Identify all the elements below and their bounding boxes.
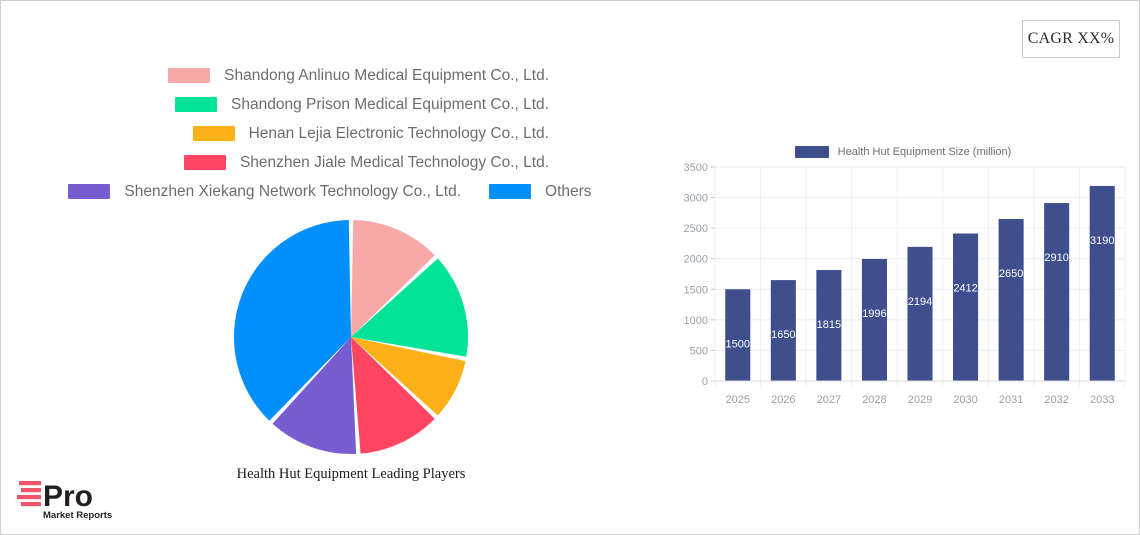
x-axis-tick-label: 2029: [908, 394, 932, 406]
logo-name-text: Pro: [43, 480, 93, 513]
bar[interactable]: [998, 218, 1024, 381]
legend-swatch-icon: [794, 146, 829, 158]
legend-item[interactable]: Shenzhen Jiale Medical Technology Co., L…: [1, 148, 641, 177]
bar[interactable]: [816, 270, 842, 381]
legend-item-label: Shenzhen Xiekang Network Technology Co.,…: [124, 182, 462, 200]
bar[interactable]: [770, 280, 796, 381]
bar[interactable]: [1089, 185, 1115, 381]
x-axis-tick-label: 2031: [999, 394, 1023, 406]
bar-y-axis-ticks: 0 500 1000 1500 2000 2500 3000 3500: [684, 162, 715, 388]
bar-value-label: 2650: [999, 268, 1023, 280]
y-axis-tick-label: 3500: [684, 162, 708, 174]
bar[interactable]: [1044, 203, 1070, 381]
brand-logo: Pro Market Reports: [17, 475, 113, 523]
bar-legend-label: Health Hut Equipment Size (million): [837, 146, 1012, 158]
x-axis-tick-label: 2025: [726, 394, 750, 406]
bar-x-axis-ticks: 2025 2026 2027 2028 2029 2030 2031 2032 2033: [726, 394, 1115, 406]
bar[interactable]: [725, 289, 751, 381]
pie-slice[interactable]: [351, 337, 435, 454]
legend-swatch-icon: [183, 155, 226, 170]
legend-swatch-icon: [175, 97, 218, 112]
legend-item[interactable]: Shandong Anlinuo Medical Equipment Co., …: [1, 61, 641, 90]
y-axis-tick-label: 1000: [684, 315, 708, 327]
x-axis-tick-label: 2028: [862, 394, 886, 406]
pie-svg: [233, 220, 469, 455]
pie-slice[interactable]: [351, 220, 435, 337]
legend-swatch-icon: [489, 184, 532, 199]
bar-value-label: 1650: [771, 329, 795, 341]
y-axis-tick-label: 500: [690, 345, 708, 357]
legend-swatch-icon: [192, 126, 235, 141]
legend-item-label: Henan Lejia Electronic Technology Co., L…: [248, 124, 549, 142]
pie-chart-graphic[interactable]: [233, 219, 469, 455]
legend-item[interactable]: Shandong Prison Medical Equipment Co., L…: [1, 90, 641, 119]
bar[interactable]: [861, 258, 887, 381]
logo-tagline-text: Market Reports: [43, 510, 112, 521]
bar-series-group: 1500 1650 1815 1996 2194 2412 2650 2910 3190: [715, 185, 1125, 382]
pie-chart-title: Health Hut Equipment Leading Players: [236, 466, 466, 482]
legend-item-label: Others: [545, 182, 592, 200]
bar-value-label: 1815: [817, 319, 841, 331]
legend-swatch-icon: [68, 184, 111, 199]
y-axis-tick-label: 1500: [684, 284, 708, 296]
bar-chart-panel: Health Hut Equipment Size (million) 0 500…: [677, 141, 1129, 413]
y-axis-tick-label: 2000: [684, 254, 708, 266]
bar-value-label: 2412: [953, 283, 977, 295]
legend-swatch-icon: [168, 68, 211, 83]
legend-item-label: Shandong Prison Medical Equipment Co., L…: [231, 95, 549, 113]
pie-slice[interactable]: [272, 337, 357, 455]
cagr-badge-label: CAGR XX%: [1027, 30, 1115, 47]
y-axis-tick-label: 2500: [684, 223, 708, 235]
x-axis-tick-label: 2027: [817, 394, 841, 406]
x-axis-tick-label: 2026: [771, 394, 795, 406]
cagr-badge: CAGR XX%: [1022, 20, 1120, 58]
bar-value-label: 3190: [1090, 235, 1114, 247]
pie-slice[interactable]: [351, 337, 466, 416]
legend-item-label: Shandong Anlinuo Medical Equipment Co., …: [224, 66, 549, 84]
pie-slice[interactable]: [351, 258, 469, 357]
y-axis-tick-label: 3000: [684, 193, 708, 205]
bar[interactable]: [953, 233, 979, 381]
x-axis-tick-label: 2030: [953, 394, 977, 406]
bar-chart-graphic[interactable]: 0 500 1000 1500 2000 2500 3000 3500 1500 1650 181…: [677, 159, 1129, 411]
bar-value-label: 1500: [726, 338, 750, 350]
pie-slice[interactable]: [233, 220, 351, 421]
bar-value-label: 1996: [862, 308, 886, 320]
pie-slice-group: [233, 220, 469, 455]
bar[interactable]: [907, 246, 933, 381]
bar-value-label: 2194: [908, 296, 932, 308]
y-axis-tick-label: 0: [702, 376, 708, 388]
bar-value-label: 2910: [1044, 252, 1068, 264]
legend-item[interactable]: Henan Lejia Electronic Technology Co., L…: [1, 119, 641, 148]
legend-item-label: Shenzhen Jiale Medical Technology Co., L…: [239, 153, 549, 171]
pie-chart-panel: Shandong Anlinuo Medical Equipment Co., …: [1, 61, 661, 501]
x-axis-tick-label: 2033: [1090, 394, 1114, 406]
logo-mark-icon: Pro Market Reports: [17, 480, 112, 521]
pie-chart-legend: Shandong Anlinuo Medical Equipment Co., …: [1, 61, 641, 206]
bar-chart-legend[interactable]: Health Hut Equipment Size (million): [677, 141, 1129, 163]
legend-item-row-last: Shenzhen Xiekang Network Technology Co.,…: [1, 177, 641, 206]
x-axis-tick-label: 2032: [1044, 394, 1068, 406]
